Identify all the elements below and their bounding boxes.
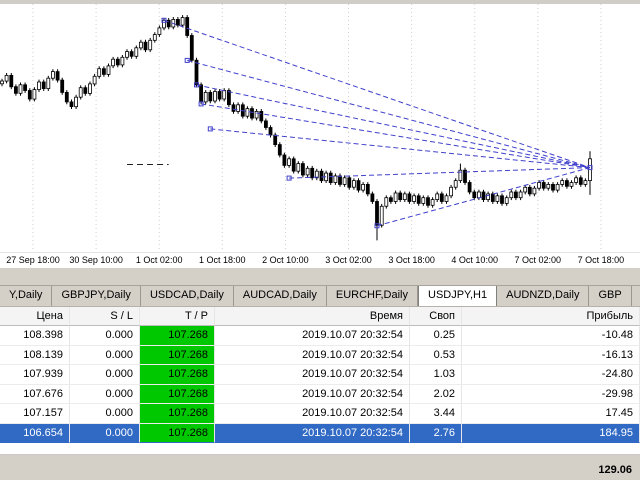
chart-tab-audnzd-daily[interactable]: AUDNZD,Daily — [497, 286, 590, 306]
trade-cell: 3.44 — [410, 404, 462, 424]
column-header-4: Своп — [410, 307, 462, 326]
column-header-5: Прибыль — [462, 307, 640, 326]
time-axis: 27 Sep 18:00 30 Sep 10:00 1 Oct 02:00 1 Oct… — [0, 252, 640, 268]
trade-table-body: 108.398 0.000 107.268 2019.10.07 20:32:54 0.… — [0, 326, 640, 443]
time-axis-label: 7 Oct 02:00 — [514, 255, 562, 265]
chart-tab-gbp[interactable]: GBP — [589, 286, 632, 306]
trade-cell: 0.000 — [70, 326, 140, 346]
time-axis-label: 1 Oct 18:00 — [199, 255, 246, 265]
trade-cell: 107.676 — [0, 384, 70, 404]
trade-cell: 2019.10.07 20:32:54 — [215, 326, 410, 346]
time-axis-label: 3 Oct 18:00 — [388, 255, 435, 265]
trade-row[interactable]: 108.398 0.000 107.268 2019.10.07 20:32:54 0.… — [0, 326, 640, 346]
trade-cell: 0.53 — [410, 345, 462, 365]
chart-tab-eurchf-daily[interactable]: EURCHF,Daily — [327, 286, 418, 306]
trade-row[interactable]: 107.939 0.000 107.268 2019.10.07 20:32:54 1.… — [0, 365, 640, 385]
trade-cell: 107.157 — [0, 404, 70, 424]
tp-cell: 107.268 — [140, 423, 215, 443]
time-axis-label: 1 Oct 02:00 — [135, 255, 183, 265]
trade-cell: 0.000 — [70, 404, 140, 424]
tp-cell: 107.268 — [140, 384, 215, 404]
trade-cell: 108.139 — [0, 345, 70, 365]
trade-cell: 0.000 — [70, 423, 140, 443]
chart-tabs-bar: Y,Daily GBPJPY,Daily USDCAD,Daily AUDCAD,Da… — [0, 286, 640, 307]
trade-cell: 2019.10.07 20:32:54 — [215, 345, 410, 365]
trade-cell: 2019.10.07 20:32:54 — [215, 365, 410, 385]
chart-tab-usdjpy-h1[interactable]: USDJPY,H1 — [418, 286, 498, 306]
trade-cell: 0.000 — [70, 365, 140, 385]
column-header-2: T / P — [140, 307, 215, 326]
trade-cell: 2019.10.07 20:32:54 — [215, 404, 410, 424]
chart-tab-audcad-daily[interactable]: AUDCAD,Daily — [234, 286, 327, 306]
window-top-edge — [0, 0, 640, 4]
time-axis-label: 7 Oct 18:00 — [577, 255, 625, 265]
time-axis-label: 4 Oct 10:00 — [451, 255, 498, 265]
time-axis-label: 2 Oct 10:00 — [262, 255, 309, 265]
trade-cell: 106.654 — [0, 423, 70, 443]
trade-cell: 17.45 — [462, 404, 640, 424]
trade-cell: 107.939 — [0, 365, 70, 385]
price-chart[interactable] — [0, 4, 640, 252]
trade-cell: -16.13 — [462, 345, 640, 365]
trade-cell: 2019.10.07 20:32:54 — [215, 384, 410, 404]
trade-cell: 0.000 — [70, 384, 140, 404]
tp-cell: 107.268 — [140, 404, 215, 424]
trade-cell: -24.80 — [462, 365, 640, 385]
trade-cell: 2.76 — [410, 423, 462, 443]
trade-cell: -29.98 — [462, 384, 640, 404]
trade-cell: 108.398 — [0, 326, 70, 346]
trade-cell: 1.03 — [410, 365, 462, 385]
total-profit: 129.06 — [598, 464, 632, 476]
tp-cell: 107.268 — [140, 326, 215, 346]
chart-tab-usdcad-daily[interactable]: USDCAD,Daily — [141, 286, 234, 306]
chart-bottom-gap — [0, 268, 640, 286]
tp-cell: 107.268 — [140, 345, 215, 365]
table-filler — [0, 443, 640, 455]
trade-row[interactable]: 106.654 0.000 107.268 2019.10.07 20:32:54 2.… — [0, 423, 640, 443]
trade-row[interactable]: 108.139 0.000 107.268 2019.10.07 20:32:54 0.… — [0, 345, 640, 365]
candlestick-chart — [0, 4, 602, 252]
trade-cell: 0.25 — [410, 326, 462, 346]
time-axis-label: 27 Sep 18:00 — [6, 255, 60, 265]
trade-cell: 184.95 — [462, 423, 640, 443]
trade-cell: -10.48 — [462, 326, 640, 346]
column-header-3: Время — [215, 307, 410, 326]
trade-cell: 0.000 — [70, 345, 140, 365]
trade-row[interactable]: 107.157 0.000 107.268 2019.10.07 20:32:54 3.… — [0, 404, 640, 424]
summary-bar: 129.06 — [0, 455, 640, 480]
trade-cell: 2019.10.07 20:32:54 — [215, 423, 410, 443]
column-header-0: Цена — [0, 307, 70, 326]
trade-cell: 2.02 — [410, 384, 462, 404]
chart-tab-gbpjpy-daily[interactable]: GBPJPY,Daily — [52, 286, 141, 306]
chart-tab-y-daily[interactable]: Y,Daily — [0, 286, 53, 306]
column-header-1: S / L — [70, 307, 140, 326]
trade-row[interactable]: 107.676 0.000 107.268 2019.10.07 20:32:54 2.… — [0, 384, 640, 404]
tp-cell: 107.268 — [140, 365, 215, 385]
time-axis-label: 3 Oct 02:00 — [325, 255, 372, 265]
time-axis-label: 30 Sep 10:00 — [69, 255, 123, 265]
